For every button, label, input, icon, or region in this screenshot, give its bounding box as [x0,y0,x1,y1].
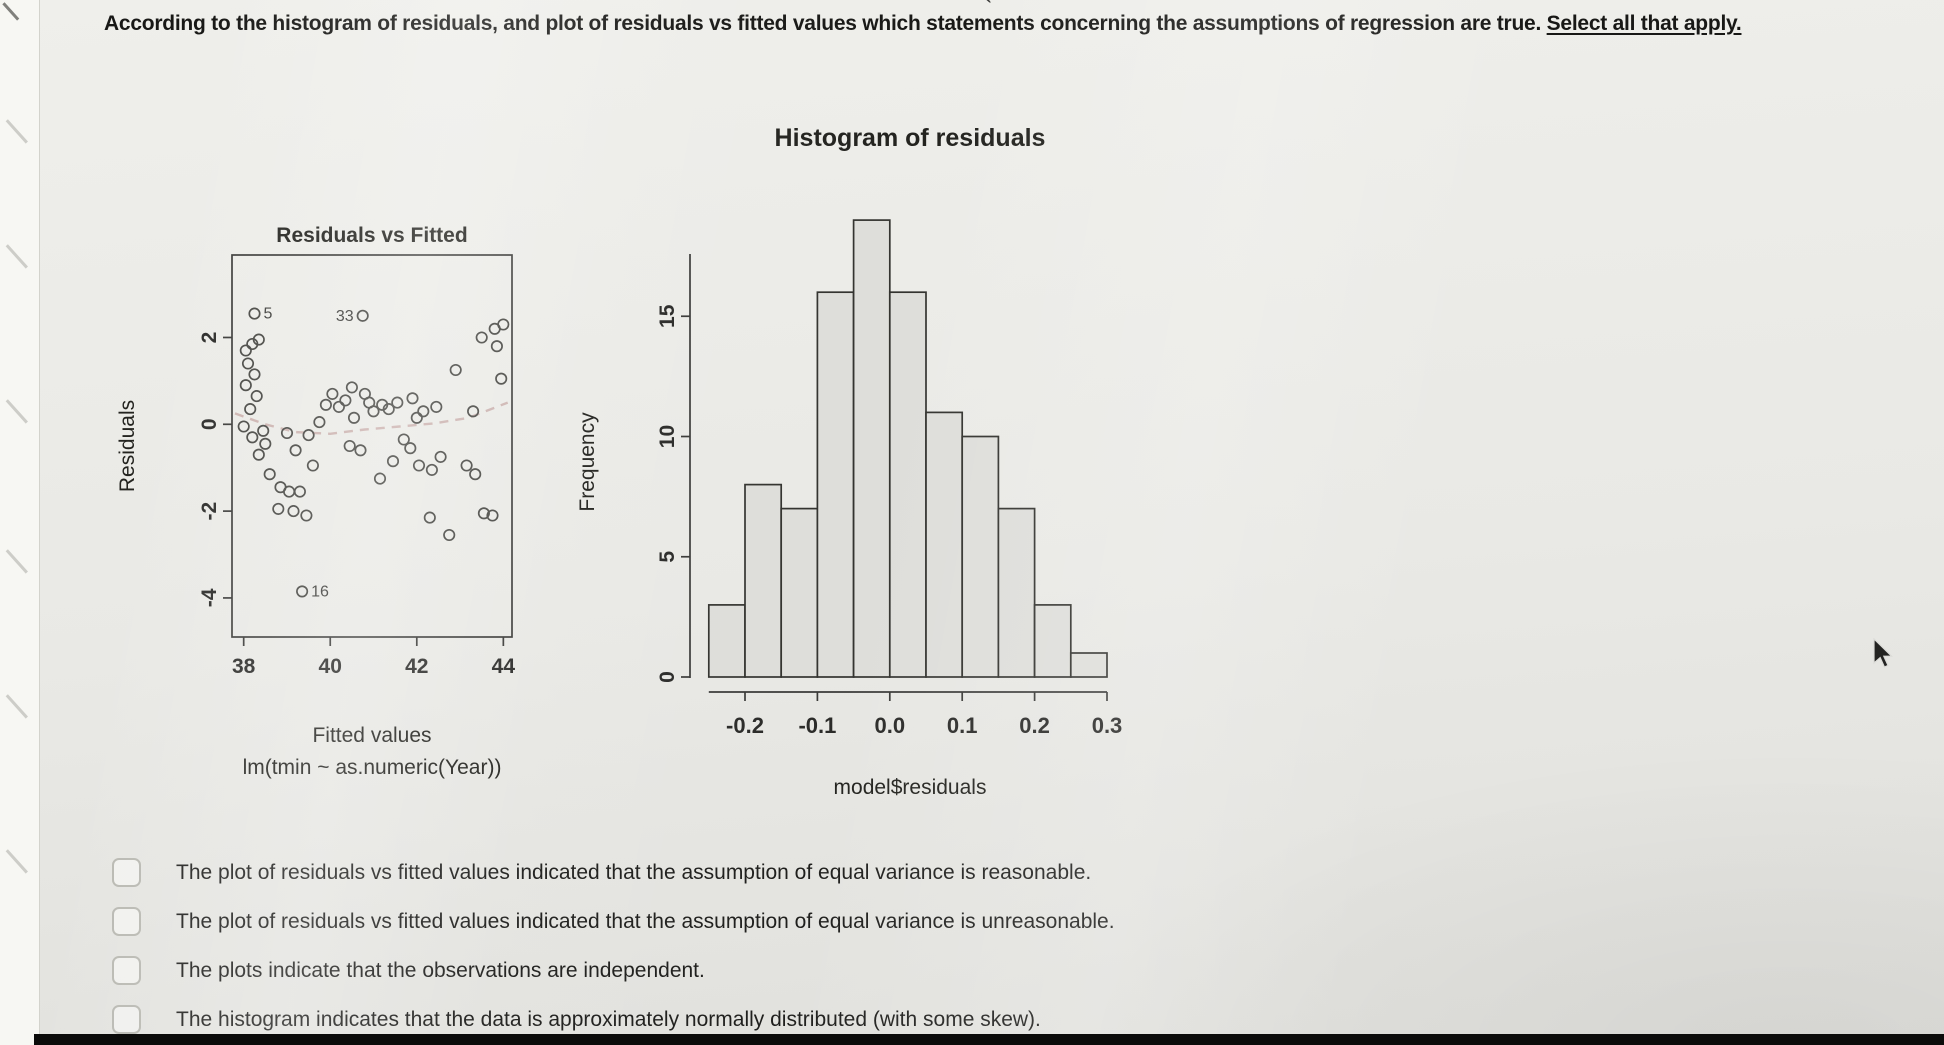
screen-bezel [34,1034,1944,1045]
question-main: According to the histogram of residuals,… [104,12,1547,35]
svg-text:42: 42 [405,655,428,678]
svg-text:40: 40 [319,655,342,678]
page-edge [0,0,40,1045]
svg-text:10: 10 [656,425,679,448]
svg-text:-0.2: -0.2 [726,713,764,738]
option-checkbox[interactable] [112,956,141,985]
svg-text:0: 0 [198,418,221,430]
svg-text:0: 0 [656,671,679,683]
svg-text:0.1: 0.1 [947,713,978,738]
stray-mark: ` [983,0,993,27]
svg-text:-0.1: -0.1 [798,713,836,738]
histogram-title: Histogram of residuals [774,124,1046,152]
scatter-model-label: lm(tmin ~ as.numeric(Year)) [242,756,502,779]
svg-text:16: 16 [311,583,329,600]
scatter-title: Residuals vs Fitted [276,224,468,247]
svg-text:-2: -2 [198,502,221,521]
answer-option[interactable]: The plot of residuals vs fitted values i… [112,848,1115,897]
option-checkbox[interactable] [112,858,141,887]
option-label[interactable]: The plots indicate that the observations… [176,958,705,982]
histogram-xlabel: model$residuals [833,776,987,799]
scatter-xlabel: Fitted values [312,724,432,747]
svg-text:2: 2 [198,332,221,344]
svg-text:5: 5 [656,551,679,563]
answer-options: The plot of residuals vs fitted values i… [112,848,1115,1044]
option-checkbox[interactable] [112,1005,141,1034]
answer-option[interactable]: The plot of residuals vs fitted values i… [112,897,1115,946]
svg-text:44: 44 [492,655,516,678]
svg-text:33: 33 [336,308,354,325]
svg-text:5: 5 [264,306,273,323]
option-label[interactable]: The histogram indicates that the data is… [176,1007,1041,1031]
svg-text:-4: -4 [198,588,221,607]
page-edge-divider [39,0,40,1045]
svg-text:0.3: 0.3 [1092,713,1123,738]
answer-option[interactable]: The plots indicate that the observations… [112,946,1115,995]
svg-text:15: 15 [656,304,679,328]
answer-option[interactable]: The histogram indicates that the data is… [112,995,1115,1044]
option-label[interactable]: The plot of residuals vs fitted values i… [176,909,1115,933]
svg-text:38: 38 [232,655,256,678]
question-text: According to the histogram of residuals,… [104,12,1742,36]
mouse-cursor-icon [1873,638,1894,668]
option-label[interactable]: The plot of residuals vs fitted values i… [176,860,1092,884]
option-checkbox[interactable] [112,907,141,936]
svg-text:0.0: 0.0 [875,713,906,738]
select-all-instruction: Select all that apply. [1546,12,1742,35]
svg-text:0.2: 0.2 [1019,713,1050,738]
